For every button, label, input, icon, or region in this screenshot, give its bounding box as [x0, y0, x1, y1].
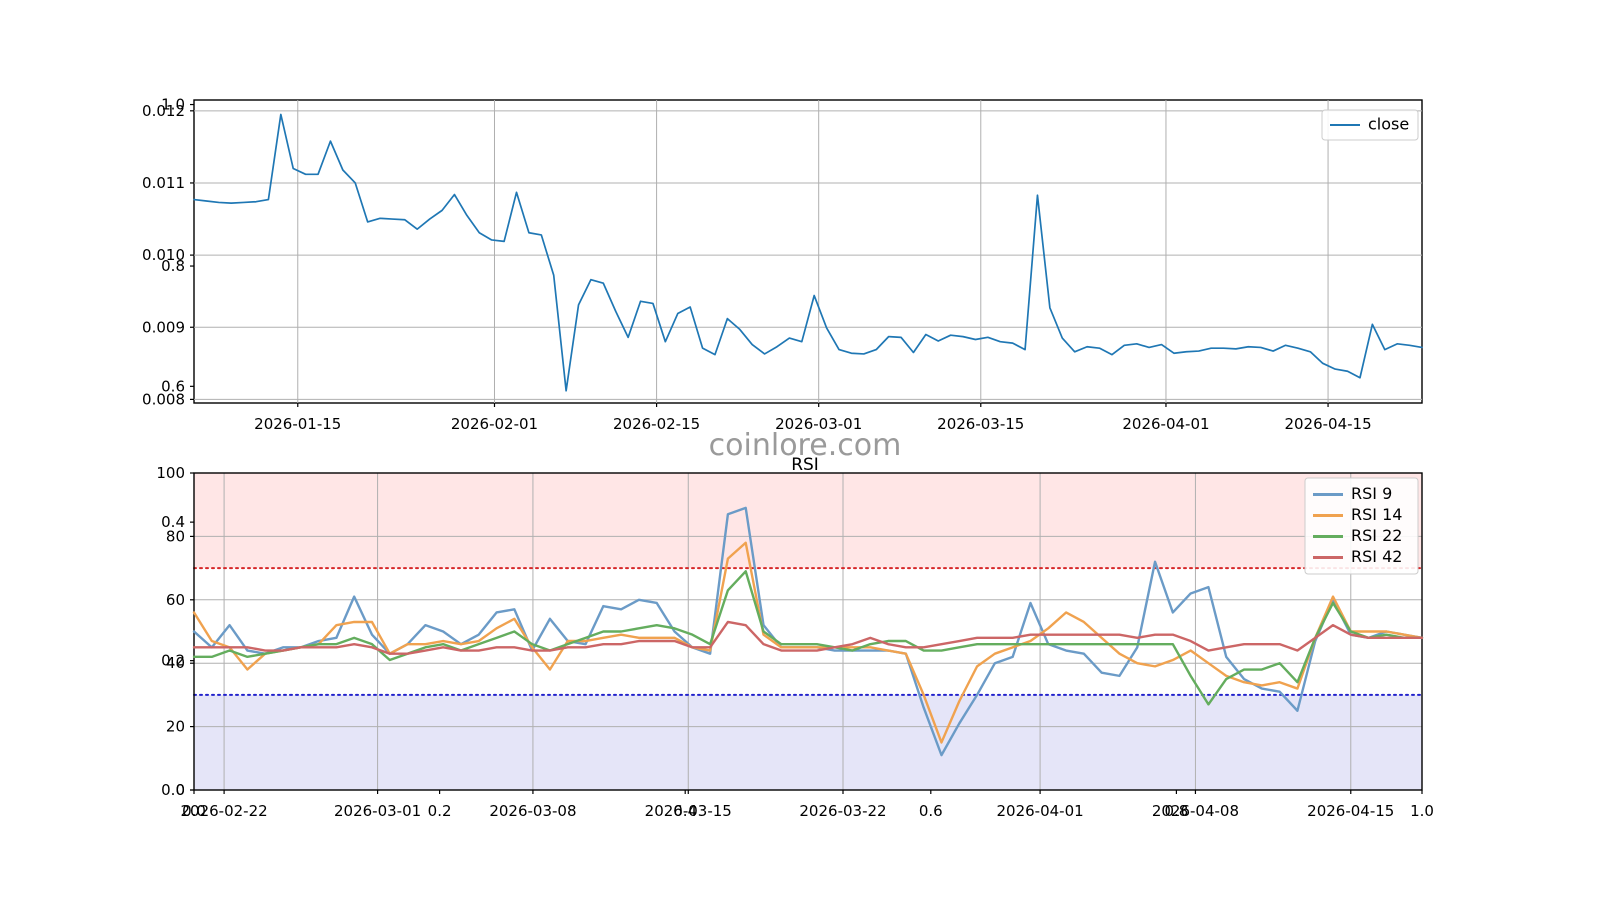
oversold-band — [194, 694, 1422, 790]
x-axis-tick-label-secondary: 0.8 — [1164, 802, 1188, 820]
legend-label-rsi9: RSI 9 — [1351, 484, 1392, 503]
coinlore-watermark: coinlore.com — [709, 428, 902, 463]
x-axis-tick-label: 2026-04-15 — [1307, 802, 1394, 820]
x-axis-tick-label: 2026-02-22 — [180, 802, 267, 820]
y-axis-tick-label-secondary: 0.0 — [161, 781, 185, 799]
legend-label-rsi22: RSI 22 — [1351, 526, 1402, 545]
price-chart-tick-labels: 0.008 0.009 0.010 0.011 0.012 0.6 0.8 1.0 2026-0… — [142, 96, 1372, 433]
series-line-rsi14 — [192, 541, 1424, 744]
legend-background — [1304, 477, 1419, 575]
plot-frame — [193, 99, 1423, 404]
y-axis-tick-label: 0.011 — [142, 174, 185, 192]
x-axis-tick-label: 2026-03-15 — [645, 802, 732, 820]
rsi-chart-series — [192, 506, 1424, 757]
legend-label-close: close — [1368, 115, 1409, 134]
x-axis-tick-label-secondary: 0.6 — [919, 802, 943, 820]
y-axis-tick-label: 40 — [166, 654, 185, 672]
y-axis-tick-label: 0.012 — [142, 102, 185, 120]
x-axis-tick-label-secondary: 1.0 — [1410, 802, 1434, 820]
y-axis-tick-label: 100 — [156, 464, 185, 482]
price-chart-legend[interactable]: close — [1321, 109, 1419, 141]
overbought-band — [194, 473, 1422, 569]
x-axis-tick-label: 2026-04-01 — [1122, 415, 1209, 433]
price-chart-series — [193, 113, 1423, 392]
rsi-threshold-bands — [194, 473, 1422, 790]
x-axis-tick-label-secondary: 0.2 — [428, 802, 452, 820]
x-axis-tick-label: 2026-03-01 — [775, 415, 862, 433]
y-axis-tick-label-secondary: 0.4 — [161, 513, 185, 531]
x-axis-tick-label-secondary: 0.4 — [673, 802, 697, 820]
rsi-threshold-lines — [193, 567, 1423, 696]
y-axis-tick-label-secondary: 0.2 — [161, 652, 185, 670]
x-axis-tick-label: 2026-04-15 — [1284, 415, 1371, 433]
y-axis-tick-label-secondary: 1.0 — [161, 96, 185, 114]
x-axis-tick-label: 2026-02-01 — [451, 415, 538, 433]
price-chart-axes — [190, 99, 1423, 407]
series-line-rsi42 — [192, 620, 1424, 655]
x-axis-tick-label: 2026-03-22 — [799, 802, 886, 820]
x-axis-tick-label: 2026-04-01 — [996, 802, 1083, 820]
rsi-chart-title: RSI — [791, 455, 819, 475]
y-axis-tick-label: 0.010 — [142, 246, 185, 264]
y-axis-tick-label: 0.008 — [142, 390, 185, 408]
x-axis-tick-label: 2026-03-01 — [334, 802, 421, 820]
y-axis-tick-label: 0 — [175, 781, 185, 799]
y-axis-tick-label: 80 — [166, 527, 185, 545]
x-axis-tick-label: 2026-02-15 — [613, 415, 700, 433]
legend-background — [1321, 109, 1419, 141]
y-axis-tick-label: 20 — [166, 718, 185, 736]
x-axis-tick-label: 2026-04-08 — [1152, 802, 1239, 820]
series-line-close — [193, 113, 1423, 392]
rsi-chart-legend[interactable]: RSI 9 RSI 14 RSI 22 RSI 42 — [1304, 477, 1419, 575]
series-line-rsi22 — [192, 570, 1424, 706]
y-axis-tick-label: 0.009 — [142, 318, 185, 336]
legend-label-rsi42: RSI 42 — [1351, 547, 1402, 566]
x-axis-tick-label: 2026-03-15 — [937, 415, 1024, 433]
price-chart-gridlines — [194, 100, 1422, 403]
x-axis-tick-label-secondary: 0.0 — [182, 802, 206, 820]
legend-label-rsi14: RSI 14 — [1351, 505, 1402, 524]
x-axis-tick-label: 2026-03-08 — [489, 802, 576, 820]
x-axis-tick-label: 2026-01-15 — [254, 415, 341, 433]
y-axis-tick-label: 60 — [166, 591, 185, 609]
rsi-chart-tick-labels: 0 20 40 60 80 100 0.0 0.2 0.4 2026-02-22 2026-03-0… — [156, 464, 1434, 820]
y-axis-tick-label-secondary: 0.8 — [161, 257, 185, 275]
y-axis-tick-label-secondary: 0.6 — [161, 377, 185, 395]
